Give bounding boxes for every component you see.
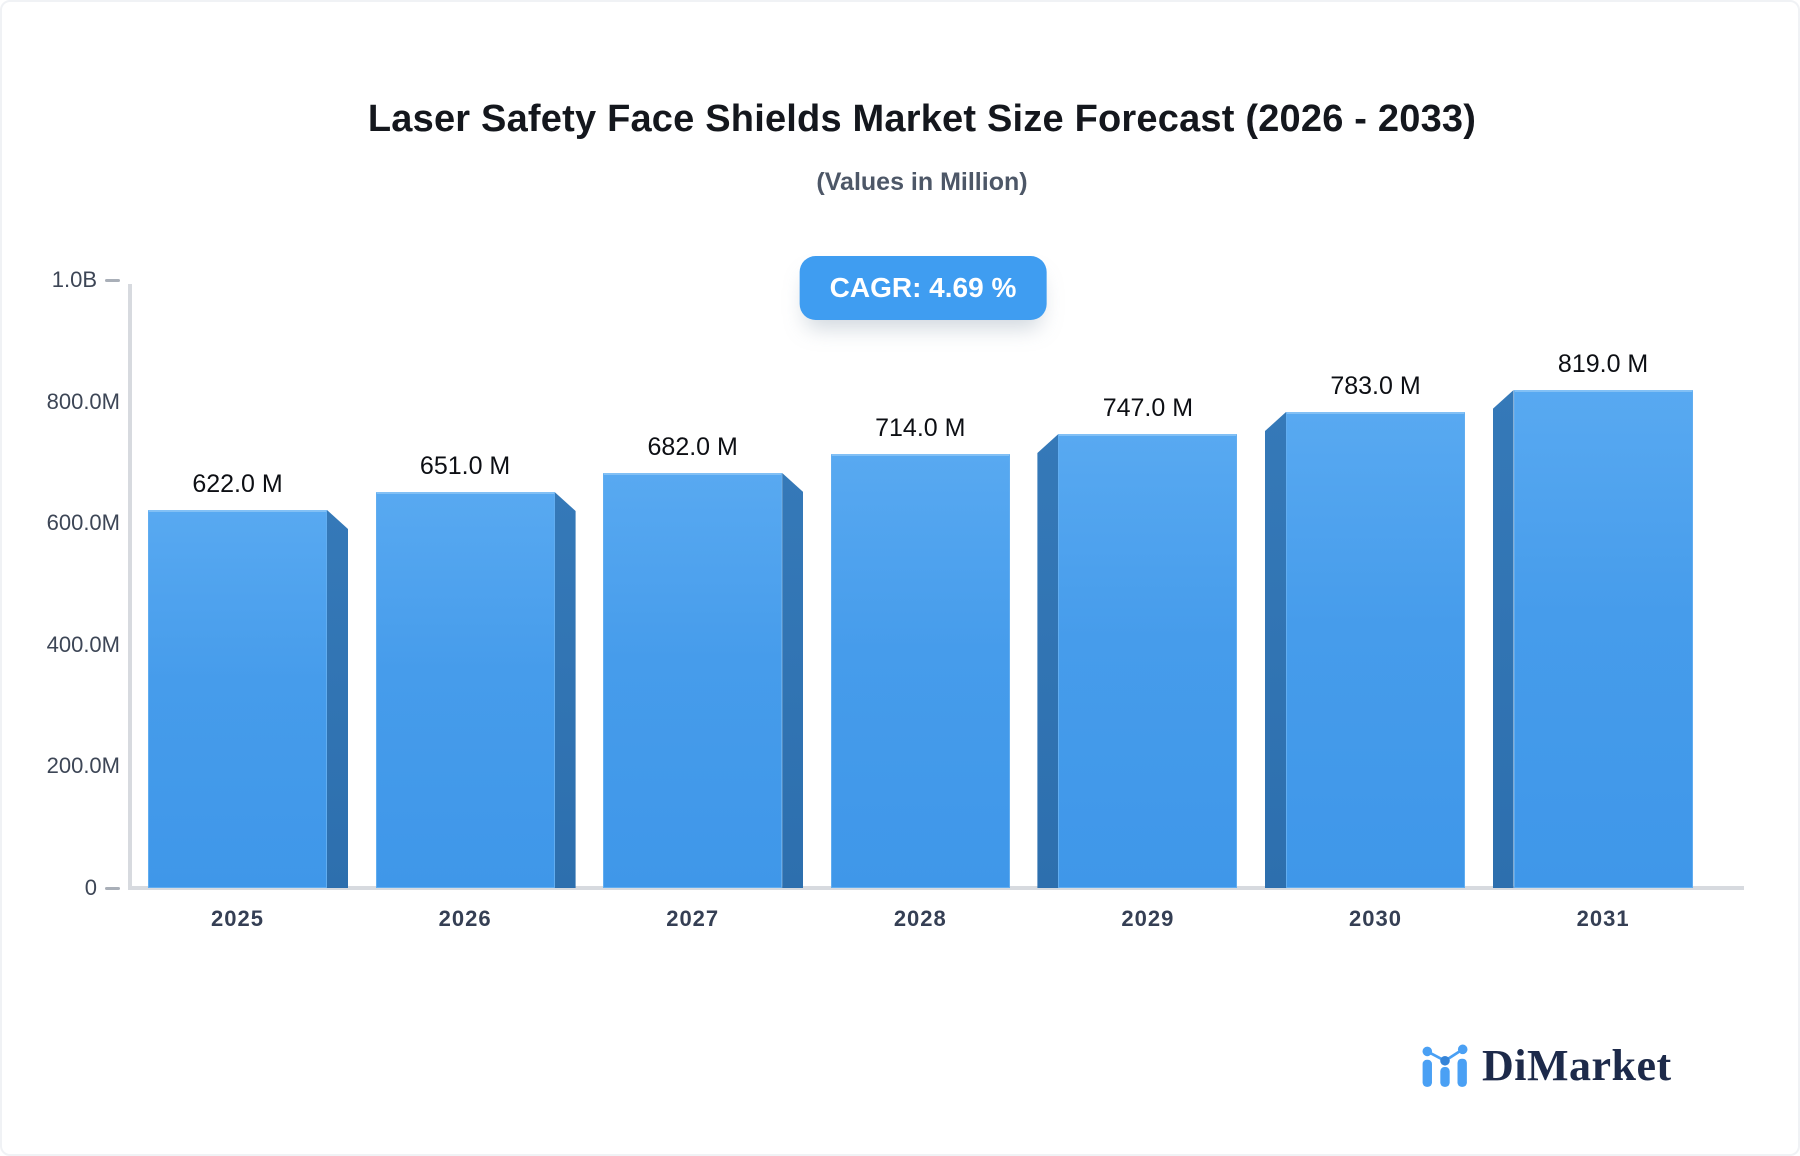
- bar-2027[interactable]: [603, 473, 804, 888]
- bar-face-2028[interactable]: [830, 454, 1010, 888]
- y-axis-tick: 200.0M: [0, 753, 120, 779]
- bar-side-2026: [554, 492, 576, 888]
- page-subtitle: (Values in Million): [816, 168, 1028, 196]
- y-axis-tick-dash: [105, 886, 120, 890]
- bar-side-2025: [327, 510, 348, 888]
- bar-face-2031[interactable]: [1513, 390, 1693, 888]
- x-axis-label-2029: 2029: [1121, 906, 1175, 931]
- bar-side-2030: [1265, 412, 1286, 888]
- cagr-badge: CAGR: 4.69 %: [799, 256, 1047, 320]
- y-axis-tick-label: 0: [84, 875, 97, 900]
- bar-value-label-2025: 622.0 M: [192, 470, 283, 498]
- bar-side-2027: [782, 473, 804, 888]
- bar-2028[interactable]: [830, 454, 1010, 888]
- x-axis-label-2028: 2028: [893, 906, 947, 931]
- y-axis-line: [128, 284, 132, 888]
- bar-value-label-2030: 783.0 M: [1330, 372, 1421, 400]
- bar-2031[interactable]: [1492, 390, 1693, 888]
- bar-value-label-2028: 714.0 M: [875, 414, 966, 442]
- bar-value-label-2027: 682.0 M: [647, 433, 738, 461]
- bar-2030[interactable]: [1265, 412, 1465, 888]
- y-axis-tick-label: 200.0M: [46, 753, 120, 779]
- bar-value-label-2029: 747.0 M: [1102, 394, 1194, 422]
- bar-2025[interactable]: [148, 510, 348, 888]
- x-axis-label-2025: 2025: [211, 906, 264, 931]
- bar-2029[interactable]: [1037, 434, 1238, 888]
- bar-side-2029: [1037, 434, 1059, 888]
- y-axis-tick-label: 400.0M: [46, 631, 120, 657]
- bar-value-label-2031: 819.0 M: [1557, 350, 1649, 378]
- x-axis-label-2027: 2027: [666, 906, 720, 931]
- bar-face-2029[interactable]: [1058, 434, 1238, 888]
- x-axis-label-2031: 2031: [1576, 906, 1630, 931]
- y-axis-tick-label: 1.0B: [51, 267, 97, 292]
- page-title: Laser Safety Face Shields Market Size Fo…: [367, 98, 1477, 140]
- x-axis-line: [128, 886, 1744, 890]
- bar-face-2025[interactable]: [148, 510, 327, 888]
- x-axis-label-2026: 2026: [438, 906, 492, 931]
- dimarket-logo-text: DiMarket: [1482, 1041, 1672, 1090]
- bar-2026[interactable]: [375, 492, 576, 888]
- y-axis-tick: 1.0B: [0, 267, 120, 293]
- bar-face-2027[interactable]: [603, 473, 783, 888]
- bar-face-2026[interactable]: [375, 492, 555, 888]
- y-axis-tick-dash: [105, 278, 120, 282]
- x-axis-label-2030: 2030: [1349, 906, 1402, 931]
- y-axis-tick: 400.0M: [0, 632, 120, 658]
- dimarket-logo-icon: [1422, 1044, 1468, 1087]
- y-axis-tick: 800.0M: [0, 389, 120, 415]
- bar-value-label-2026: 651.0 M: [419, 452, 511, 480]
- bar-face-2030[interactable]: [1286, 412, 1465, 888]
- y-axis-tick: 0: [0, 875, 120, 901]
- y-axis-tick: 600.0M: [0, 510, 120, 536]
- y-axis-tick-label: 600.0M: [46, 510, 120, 536]
- dimarket-logo: DiMarket: [1420, 1040, 1672, 1091]
- bar-side-2031: [1492, 390, 1514, 888]
- y-axis-tick-label: 800.0M: [46, 388, 120, 414]
